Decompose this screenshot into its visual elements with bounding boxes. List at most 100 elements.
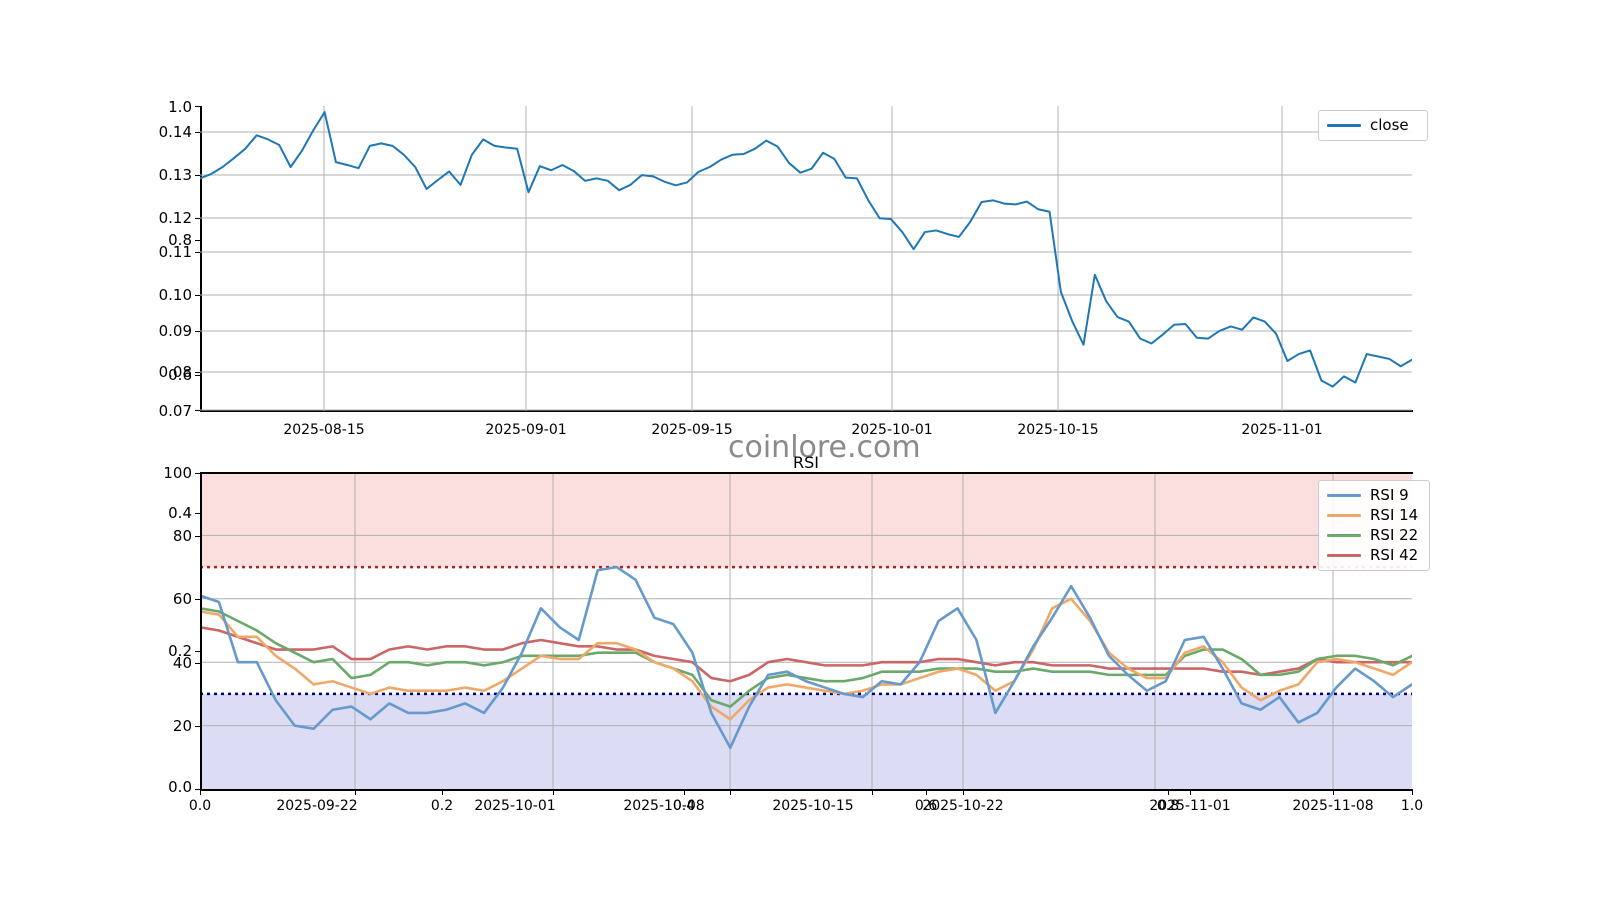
rsi-xtick-nub xyxy=(1168,790,1169,795)
rsi-ytick-1: 80 xyxy=(172,527,192,545)
rsi-xtick-nub xyxy=(872,790,873,795)
rsi-xtick-3: 2025-10-15 xyxy=(772,798,854,814)
rsi-series-rsi-42 xyxy=(200,626,1412,683)
price-ytick-nub xyxy=(195,218,200,219)
legend-swatch-rsi-42 xyxy=(1327,553,1361,557)
rsi-xtick-nub xyxy=(1333,790,1334,795)
price-ytick-secondary-0: 1.0 xyxy=(168,98,192,116)
legend-item-rsi-14[interactable]: RSI 14 xyxy=(1327,505,1421,525)
price-ytick-1: 0.13 xyxy=(158,166,192,184)
rsi-ytick-secondary-2: 0.0 xyxy=(168,778,192,796)
rsi-xtick-6: 2025-11-08 xyxy=(1292,798,1374,814)
legend-item-close[interactable]: close xyxy=(1327,115,1419,135)
price-ytick-nub xyxy=(195,132,200,133)
rsi-ytick-nub xyxy=(195,473,200,474)
price-chart-svg xyxy=(200,106,1412,411)
rsi-ytick-2: 60 xyxy=(172,590,192,608)
price-panel: 0.14 0.13 0.12 0.11 0.10 0.09 0.08 0.07 … xyxy=(0,0,1600,440)
rsi-xtick-nub xyxy=(1190,790,1191,795)
legend-item-rsi-22[interactable]: RSI 22 xyxy=(1327,525,1421,545)
price-ytick-nub xyxy=(195,106,200,107)
rsi-xtick-secondary-1: 0.2 xyxy=(430,798,454,814)
price-xtick-3: 2025-10-01 xyxy=(851,422,933,438)
rsi-ytick-nub xyxy=(195,599,200,600)
rsi-series-rsi-9 xyxy=(200,565,1412,750)
rsi-xtick-1: 2025-10-01 xyxy=(474,798,556,814)
price-ytick-nub xyxy=(195,175,200,176)
legend-label-rsi-22: RSI 22 xyxy=(1370,526,1419,544)
price-ytick-nub xyxy=(195,252,200,253)
price-xtick-4: 2025-10-15 xyxy=(1017,422,1099,438)
rsi-xtick-nub xyxy=(355,790,356,795)
rsi-xtick-secondary-2: 0.4 xyxy=(672,798,696,814)
legend-swatch-close xyxy=(1327,123,1361,127)
price-ytick-7: 0.07 xyxy=(158,402,192,420)
rsi-ytick-nub xyxy=(195,651,200,652)
rsi-xtick-nub xyxy=(963,790,964,795)
legend-label-rsi-9: RSI 9 xyxy=(1370,486,1409,504)
rsi-xtick-secondary-4: 0.8 xyxy=(1156,798,1180,814)
legend-swatch-rsi-9 xyxy=(1327,493,1361,497)
rsi-xtick-4: 2025-10-22 xyxy=(922,798,1004,814)
price-axis-left xyxy=(200,106,202,411)
price-xtick-1: 2025-09-01 xyxy=(485,422,567,438)
price-ytick-4: 0.10 xyxy=(158,286,192,304)
rsi-ytick-nub xyxy=(195,789,200,790)
price-ytick-2: 0.12 xyxy=(158,209,192,227)
price-legend[interactable]: close xyxy=(1318,110,1428,141)
rsi-axis-left xyxy=(200,472,202,790)
watermark: coinlore.com xyxy=(728,430,921,465)
price-ytick-nub xyxy=(195,375,200,376)
rsi-xtick-2: 2025-10-08 xyxy=(623,798,705,814)
price-gridlines xyxy=(200,106,1412,411)
rsi-ytick-0: 100 xyxy=(163,464,192,482)
legend-label-rsi-42: RSI 42 xyxy=(1370,546,1419,564)
rsi-xtick-secondary-5: 1.0 xyxy=(1400,798,1424,814)
price-ytick-nub xyxy=(195,410,200,411)
price-xtick-2: 2025-09-15 xyxy=(651,422,733,438)
legend-label-rsi-14: RSI 14 xyxy=(1370,506,1419,524)
price-plot-area xyxy=(200,106,1412,410)
price-ytick-nub xyxy=(195,372,200,373)
price-ytick-nub xyxy=(195,295,200,296)
rsi-xtick-nub xyxy=(1412,790,1413,795)
price-ytick-6: 0.08 xyxy=(158,363,192,381)
rsi-series-rsi-22 xyxy=(200,607,1412,708)
overbought-band xyxy=(200,472,1412,568)
price-ytick-nub xyxy=(195,331,200,332)
rsi-xtick-secondary-0: 0.0 xyxy=(188,798,212,814)
legend-item-rsi-9[interactable]: RSI 9 xyxy=(1327,485,1421,505)
rsi-legend[interactable]: RSI 9 RSI 14 RSI 22 RSI 42 xyxy=(1318,480,1430,571)
rsi-ytick-3: 40 xyxy=(172,654,192,672)
rsi-title: RSI xyxy=(793,453,819,472)
rsi-xtick-nub xyxy=(200,790,201,795)
price-xtick-5: 2025-11-01 xyxy=(1241,422,1323,438)
rsi-xtick-nub xyxy=(442,790,443,795)
price-ytick-5: 0.09 xyxy=(158,322,192,340)
rsi-xtick-nub xyxy=(730,790,731,795)
rsi-chart-svg xyxy=(200,472,1412,789)
rsi-ytick-4: 20 xyxy=(172,717,192,735)
rsi-axis-top xyxy=(200,472,1413,474)
legend-label-close: close xyxy=(1370,116,1409,134)
rsi-xtick-5: 2025-11-01 xyxy=(1149,798,1231,814)
price-ytick-0: 0.14 xyxy=(158,123,192,141)
legend-item-rsi-42[interactable]: RSI 42 xyxy=(1327,545,1421,565)
rsi-series-rsi-14 xyxy=(200,597,1412,721)
rsi-xtick-nub xyxy=(926,790,927,795)
price-ytick-secondary-2: 0.6 xyxy=(168,366,192,384)
rsi-xtick-0: 2025-09-22 xyxy=(276,798,358,814)
price-ytick-nub xyxy=(195,240,200,241)
rsi-ytick-secondary-1: 0.2 xyxy=(168,642,192,660)
price-series-close xyxy=(200,111,1412,388)
rsi-xtick-secondary-3: 0.6 xyxy=(914,798,938,814)
rsi-ytick-nub xyxy=(195,513,200,514)
legend-swatch-rsi-14 xyxy=(1327,513,1361,517)
price-ytick-secondary-1: 0.8 xyxy=(168,231,192,249)
rsi-ytick-nub xyxy=(195,726,200,727)
price-xtick-0: 2025-08-15 xyxy=(283,422,365,438)
price-axis-bottom xyxy=(200,410,1413,412)
rsi-xtick-nub xyxy=(684,790,685,795)
